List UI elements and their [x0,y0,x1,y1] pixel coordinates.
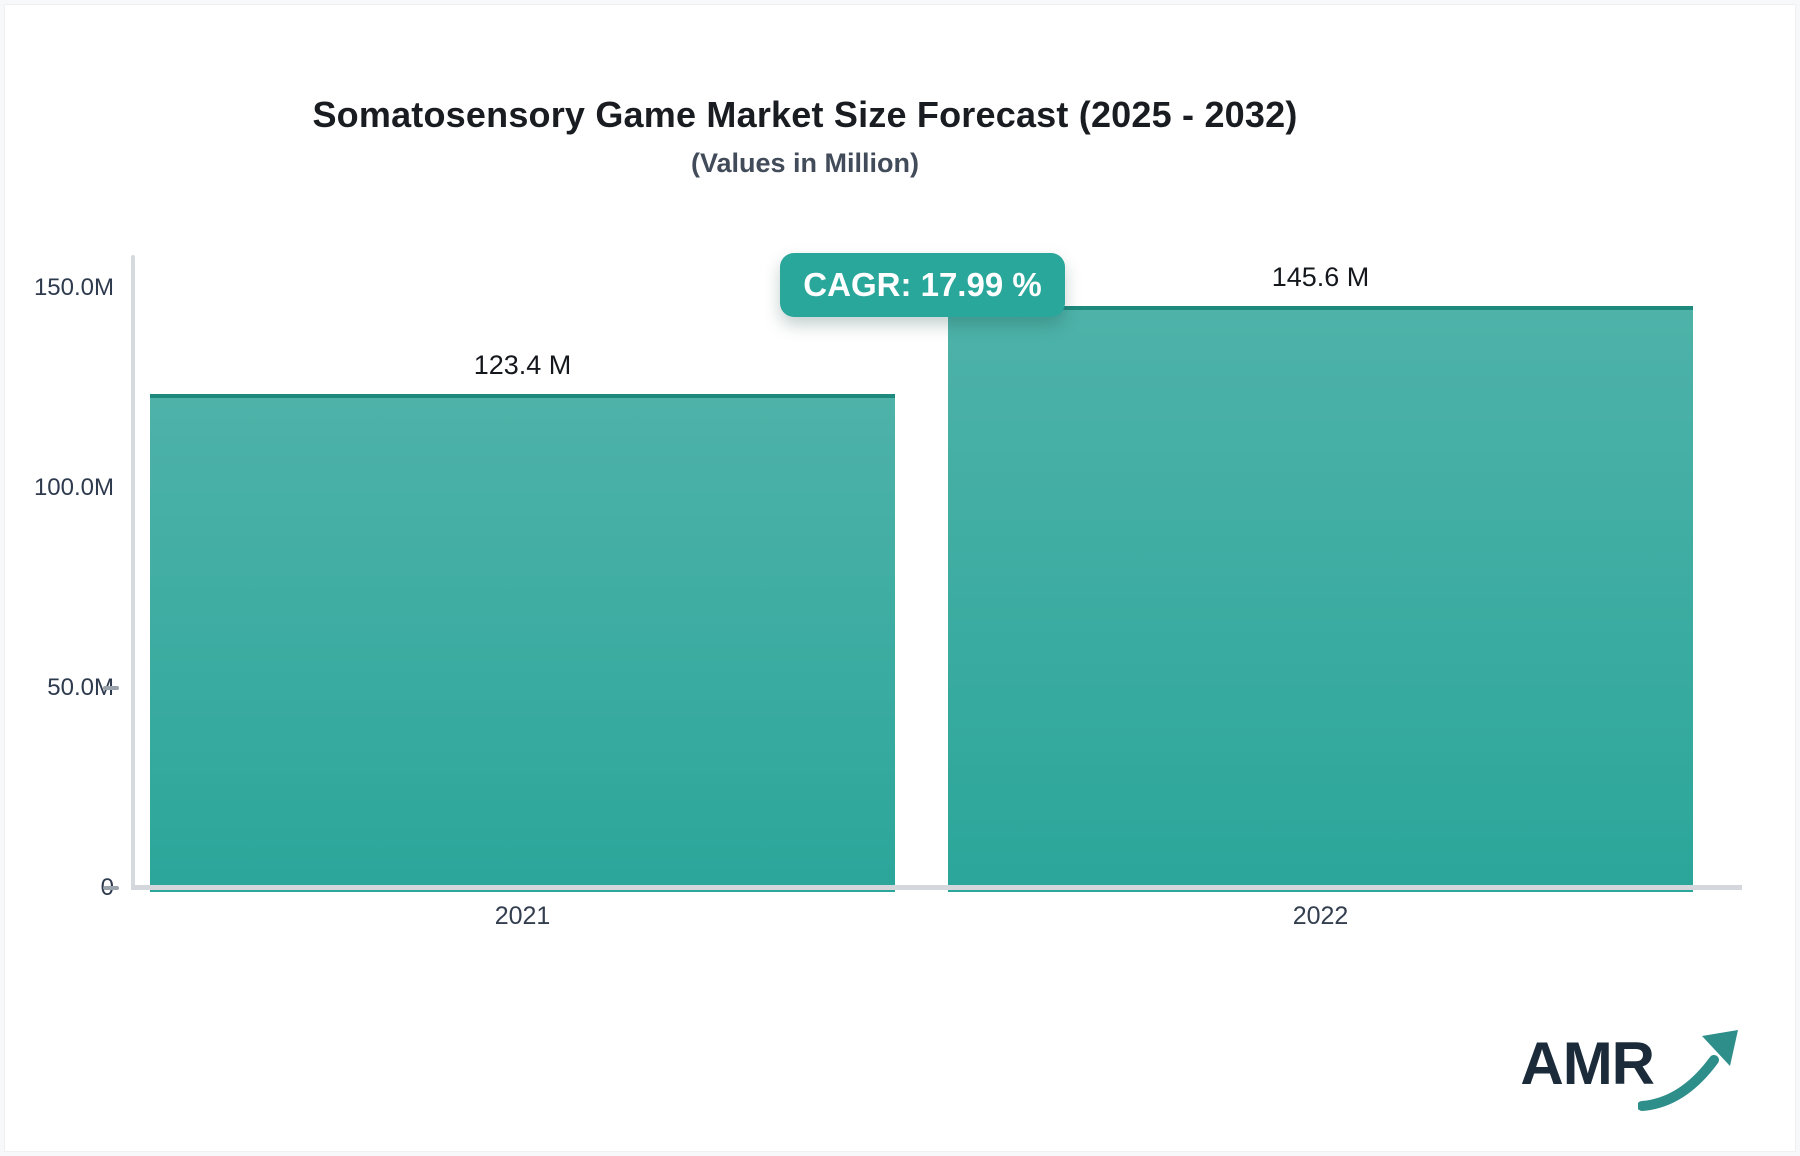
brand-logo-text: AMR [1520,1030,1655,1097]
x-axis-line [131,885,1742,890]
y-axis-tick-mark [103,886,119,890]
y-axis-tick-label: 100.0M [33,474,114,501]
bar-2022[interactable] [948,305,1693,892]
bar-value-label: 123.4 M [473,350,572,381]
chart-subtitle: (Values in Million) [690,148,920,178]
y-axis-tick-mark [103,686,119,690]
y-axis-tick-label: 150.0M [33,274,114,301]
brand-logo: AMR [1520,1030,1742,1114]
y-axis-tick-label: 50.0M [47,674,114,701]
bar-2021[interactable] [150,394,895,892]
growth-arrow-icon [1638,1030,1738,1111]
y-axis-line [131,255,135,889]
bar-value-label: 145.6 M [1271,261,1370,292]
y-axis-tick-label: 0 [8,873,114,903]
cagr-badge-label: CAGR: 17.99 % [803,266,1042,303]
x-axis-label-2022: 2022 [1292,902,1349,930]
cagr-badge: CAGR: 17.99 % [780,253,1065,317]
x-axis-label-2021: 2021 [494,902,551,930]
chart-title: Somatosensory Game Market Size Forecast … [312,94,1298,135]
